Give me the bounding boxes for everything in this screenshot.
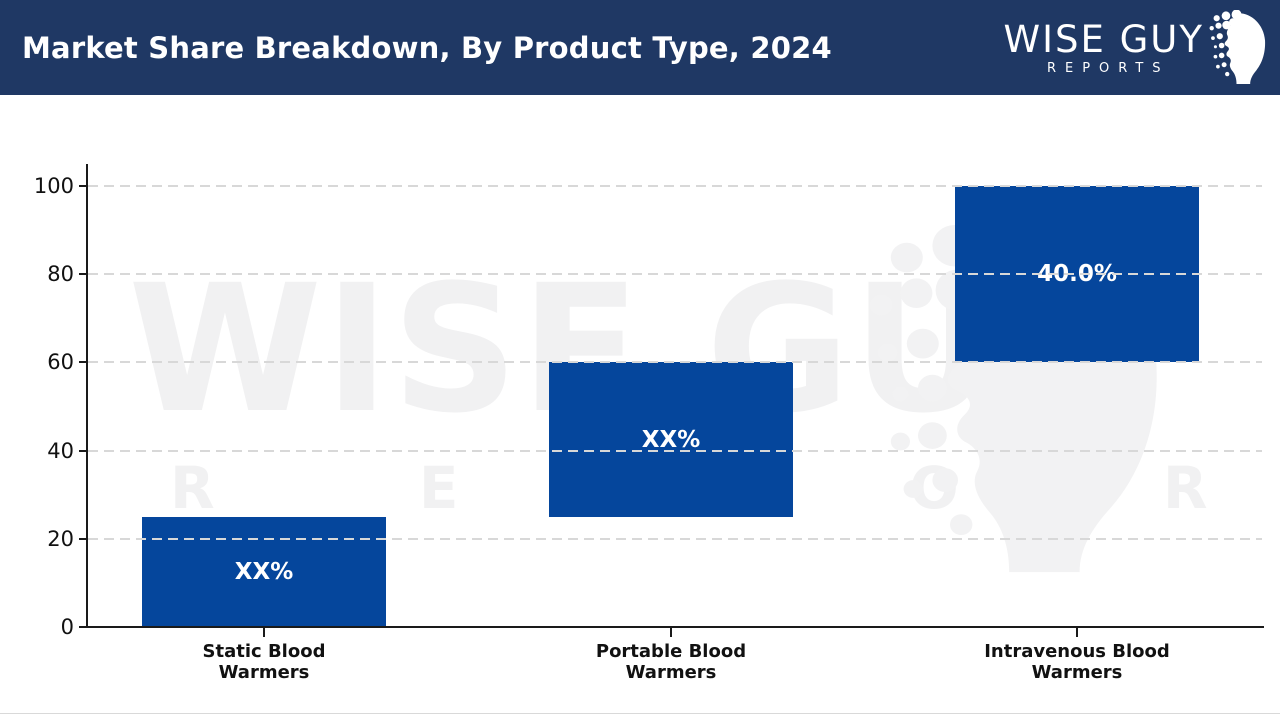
x-category-label: Portable Blood Warmers: [521, 641, 821, 683]
market-share-bar: XX%: [549, 362, 793, 517]
y-tick-label: 80: [47, 262, 74, 287]
page-bottom-border: [0, 713, 1280, 714]
x-category-label-line: Static Blood: [202, 641, 326, 662]
logo-subtitle: REPORTS: [1046, 60, 1170, 76]
x-category-label-line: Warmers: [218, 662, 310, 683]
y-tick-label: 40: [47, 438, 74, 463]
market-share-bar: XX%: [142, 516, 386, 627]
x-category-label-line: Intravenous Blood: [984, 641, 1170, 662]
chart-title: Market Share Breakdown, By Product Type,…: [22, 30, 832, 65]
x-category-label: Static Blood Warmers: [114, 641, 414, 683]
y-gridline: [88, 449, 1262, 452]
y-gridline: [88, 361, 1262, 364]
wiseguy-logo: WISE GUY REPORTS: [1004, 9, 1270, 86]
header-bar: Market Share Breakdown, By Product Type,…: [0, 0, 1280, 95]
x-tick-mark: [263, 628, 265, 637]
logo-text: WISE GUY REPORTS: [1004, 21, 1204, 75]
y-gridline: [88, 273, 1262, 276]
x-category-label: Intravenous Blood Warmers: [927, 641, 1227, 683]
bar-value-label: XX%: [234, 558, 294, 585]
x-tick-mark: [670, 628, 672, 637]
bar-value-label: XX%: [641, 426, 701, 453]
y-tick-mark: [79, 449, 88, 452]
x-axis-line: [86, 626, 1264, 628]
y-gridline: [88, 185, 1262, 187]
y-tick-label: 0: [60, 615, 74, 639]
head-profile-icon: [1209, 9, 1266, 84]
y-tick-label: 100: [33, 174, 74, 198]
y-tick-label: 20: [47, 526, 74, 551]
x-category-label-line: Warmers: [1031, 662, 1123, 683]
x-category-label-line: Portable Blood: [595, 641, 747, 662]
y-axis-line: [86, 164, 88, 628]
y-tick-mark: [79, 626, 88, 628]
y-tick-mark: [79, 273, 88, 276]
y-tick-mark: [79, 361, 88, 364]
y-tick-label: 60: [47, 350, 74, 375]
y-tick-mark: [79, 185, 88, 187]
x-category-label-line: Warmers: [625, 662, 717, 683]
logo-wordmark: WISE GUY: [1003, 17, 1204, 61]
y-tick-mark: [79, 537, 88, 540]
x-tick-mark: [1076, 628, 1078, 637]
y-gridline: [88, 537, 1262, 540]
